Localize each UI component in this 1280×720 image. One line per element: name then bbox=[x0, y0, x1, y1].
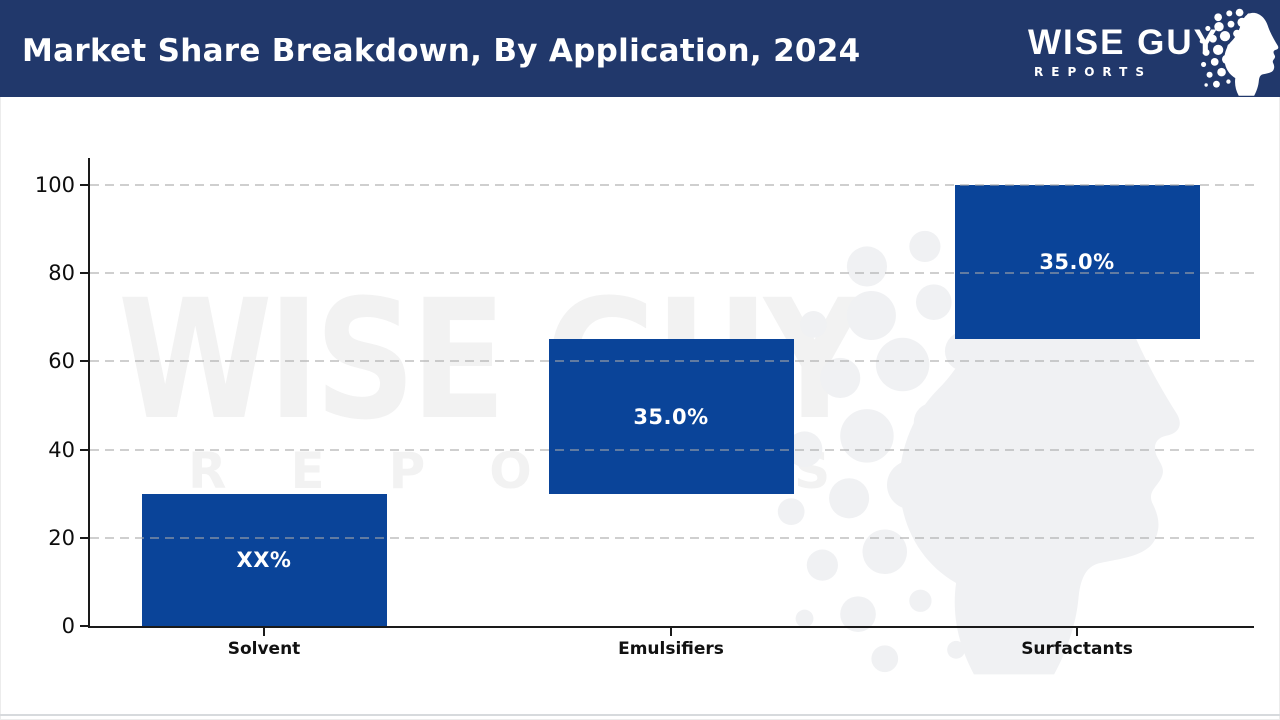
footer-divider bbox=[0, 714, 1280, 716]
y-axis-tick-label: 20 bbox=[48, 525, 75, 550]
gridline-20 bbox=[90, 536, 1254, 539]
page-title: Market Share Breakdown, By Application, … bbox=[22, 33, 861, 69]
y-tick-mark bbox=[80, 448, 88, 451]
bar-value-label: 35.0% bbox=[633, 404, 709, 429]
y-axis-tick-label: 100 bbox=[34, 173, 75, 197]
brand-face-logo-icon bbox=[1199, 8, 1279, 96]
gridline-60 bbox=[90, 360, 1254, 363]
bar-value-label: 35.0% bbox=[1039, 250, 1115, 275]
gridline-40 bbox=[90, 448, 1254, 451]
y-tick-mark bbox=[80, 536, 88, 539]
y-axis-line bbox=[88, 158, 90, 628]
x-tick-mark bbox=[670, 628, 672, 636]
x-axis-category-label: Surfactants bbox=[1021, 639, 1133, 659]
y-tick-mark bbox=[80, 360, 88, 363]
gridline-80 bbox=[90, 272, 1254, 275]
y-axis-tick-label: 80 bbox=[48, 261, 75, 286]
bar-surfactants: 35.0% bbox=[954, 185, 1200, 340]
header-bar: Market Share Breakdown, By Application, … bbox=[0, 0, 1280, 97]
brand-logo: WISE GUY REPORTS bbox=[1004, 3, 1279, 96]
y-tick-mark bbox=[80, 625, 88, 627]
bar-solvent: XX% bbox=[141, 493, 387, 626]
y-axis-tick-label: 40 bbox=[48, 437, 75, 462]
y-axis-tick-label: 60 bbox=[48, 349, 75, 374]
x-tick-mark bbox=[1076, 628, 1078, 636]
x-tick-mark bbox=[263, 628, 265, 636]
bar-emulsifiers: 35.0% bbox=[548, 339, 794, 494]
gridline-100 bbox=[90, 184, 1254, 186]
bar-value-label: XX% bbox=[236, 547, 292, 572]
y-axis-tick-label: 0 bbox=[61, 614, 75, 638]
x-axis-line bbox=[88, 626, 1254, 628]
brand-subname: REPORTS bbox=[1034, 65, 1152, 79]
brand-name: WISE GUY bbox=[1028, 23, 1220, 62]
y-tick-mark bbox=[80, 272, 88, 275]
x-axis-category-label: Emulsifiers bbox=[618, 639, 724, 659]
x-axis-category-label: Solvent bbox=[227, 639, 301, 659]
y-tick-mark bbox=[80, 184, 88, 186]
